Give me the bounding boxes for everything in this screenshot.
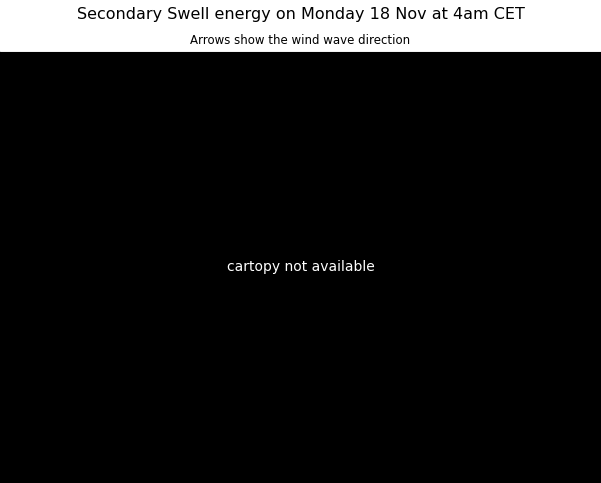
Text: Arrows show the wind wave direction: Arrows show the wind wave direction — [191, 34, 410, 47]
Text: Secondary Swell energy on Monday 18 Nov at 4am CET: Secondary Swell energy on Monday 18 Nov … — [76, 7, 525, 22]
Text: cartopy not available: cartopy not available — [227, 260, 374, 274]
